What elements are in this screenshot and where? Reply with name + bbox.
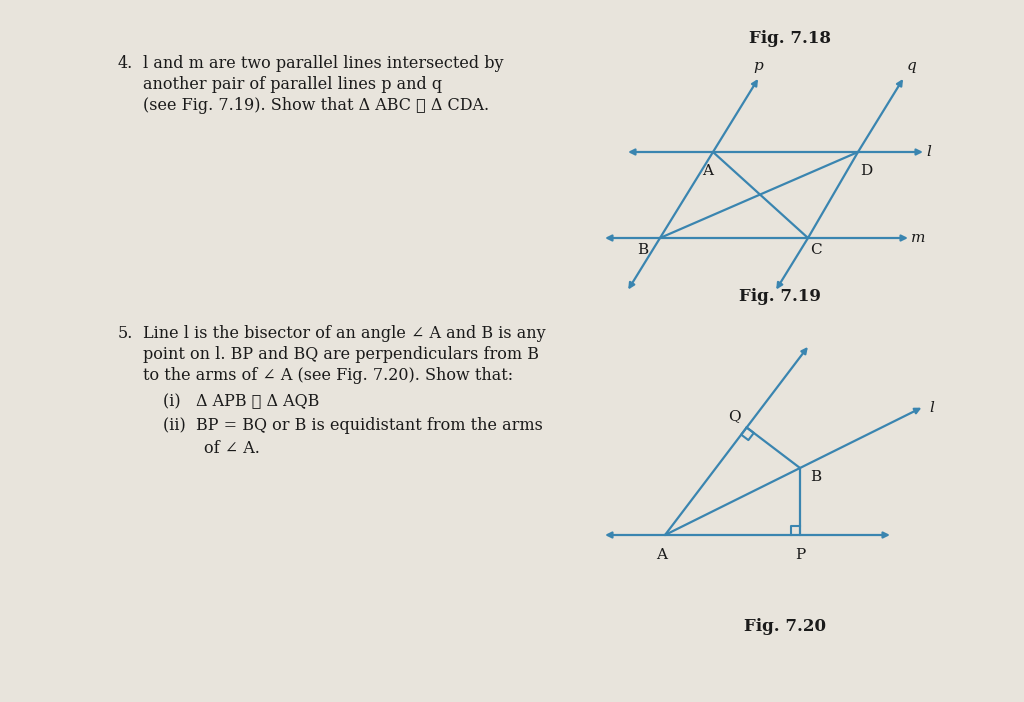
Text: P: P (795, 548, 805, 562)
Text: 4.: 4. (118, 55, 133, 72)
Text: Fig. 7.19: Fig. 7.19 (739, 288, 821, 305)
Text: C: C (810, 243, 821, 257)
Text: point on l. BP and BQ are perpendiculars from B: point on l. BP and BQ are perpendiculars… (143, 346, 539, 363)
Text: D: D (860, 164, 872, 178)
Text: l: l (930, 401, 934, 415)
Text: (i)   Δ APB ≅ Δ AQB: (i) Δ APB ≅ Δ AQB (163, 393, 319, 410)
Text: l and m are two parallel lines intersected by: l and m are two parallel lines intersect… (143, 55, 504, 72)
Text: A: A (656, 548, 668, 562)
Text: of ∠ A.: of ∠ A. (163, 440, 260, 457)
Text: to the arms of ∠ A (see Fig. 7.20). Show that:: to the arms of ∠ A (see Fig. 7.20). Show… (143, 367, 513, 384)
Text: q: q (907, 59, 916, 73)
Text: Q: Q (728, 409, 740, 423)
Text: 5.: 5. (118, 325, 133, 342)
Text: Line l is the bisector of an angle ∠ A and B is any: Line l is the bisector of an angle ∠ A a… (143, 325, 546, 342)
Text: another pair of parallel lines p and q: another pair of parallel lines p and q (143, 76, 442, 93)
Text: p: p (754, 59, 763, 73)
Text: Fig. 7.18: Fig. 7.18 (749, 30, 831, 47)
Text: (see Fig. 7.19). Show that Δ ABC ≅ Δ CDA.: (see Fig. 7.19). Show that Δ ABC ≅ Δ CDA… (143, 97, 489, 114)
Text: m: m (911, 231, 926, 245)
Text: l: l (926, 145, 931, 159)
Text: B: B (637, 243, 648, 257)
Text: (ii)  BP = BQ or B is equidistant from the arms: (ii) BP = BQ or B is equidistant from th… (163, 417, 543, 434)
Text: B: B (810, 470, 821, 484)
Text: Fig. 7.20: Fig. 7.20 (744, 618, 826, 635)
Text: A: A (702, 164, 714, 178)
